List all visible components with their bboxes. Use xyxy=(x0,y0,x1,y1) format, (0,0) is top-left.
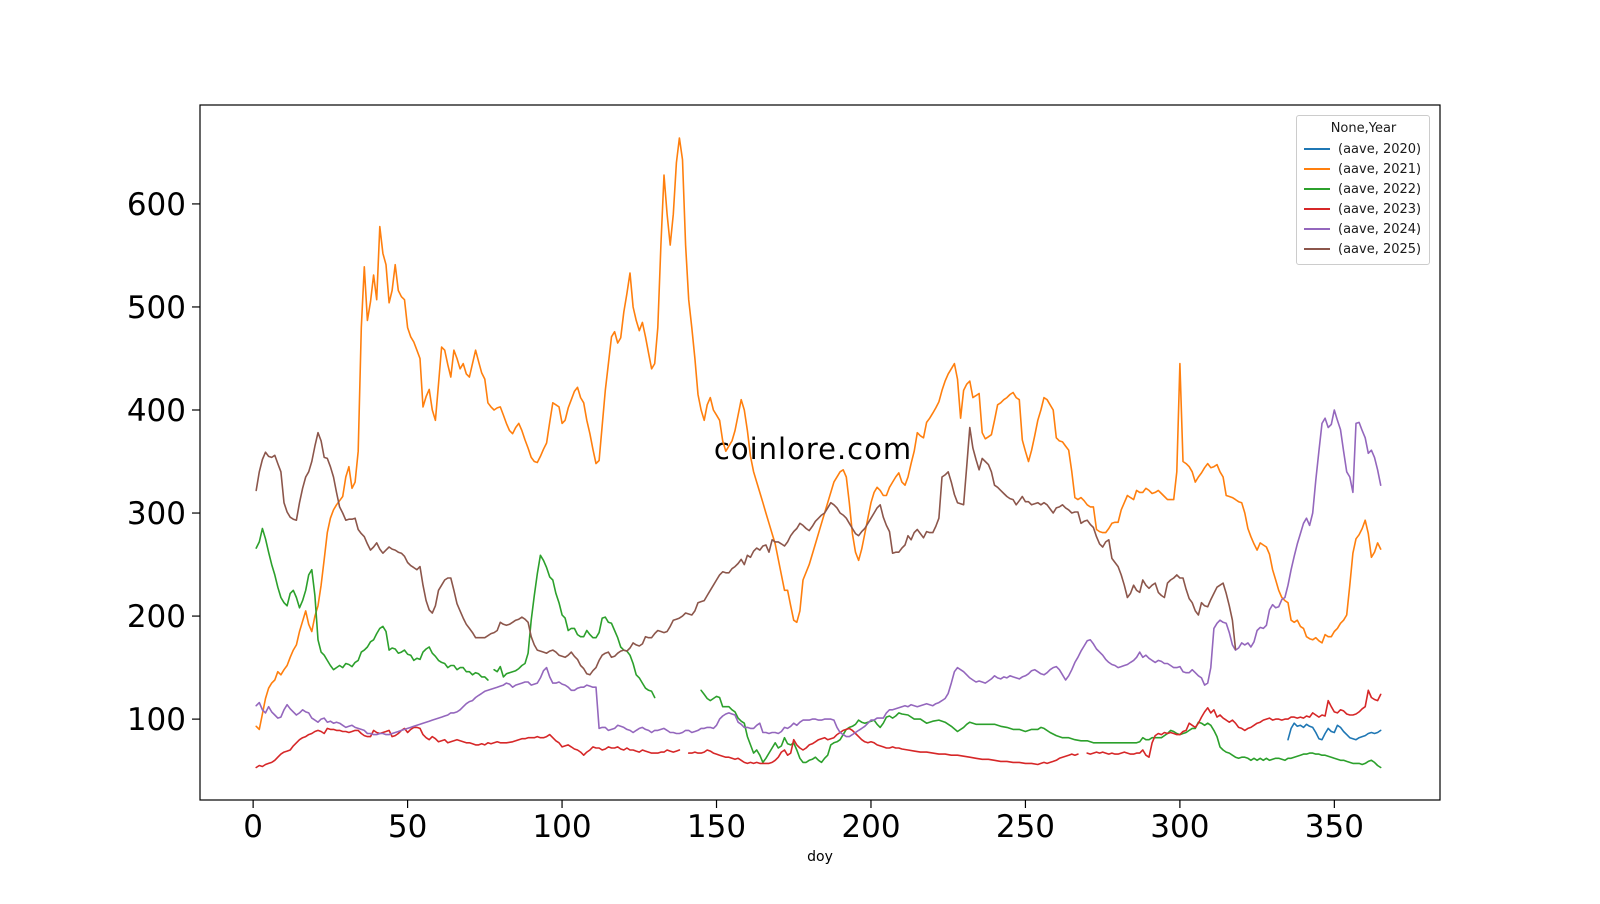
series-line-aave-2023 xyxy=(1086,689,1382,759)
x-tick-label: 100 xyxy=(532,809,591,845)
legend-line-sample-2023 xyxy=(1304,208,1330,210)
x-axis-label: doy xyxy=(807,849,833,865)
x-tick-label: 350 xyxy=(1305,809,1364,845)
axis-ticks: 0 50 100 150 200 250 300 350 100 200 300 400 500 600 xyxy=(127,187,1364,845)
series-line-aave-2022 xyxy=(493,554,656,699)
series-line-aave-2025 xyxy=(255,426,1237,676)
y-tick-label: 200 xyxy=(127,599,186,635)
legend-item-2023: (aave, 2023) xyxy=(1302,199,1425,219)
series-line-aave-2023 xyxy=(255,726,681,769)
y-tick-label: 400 xyxy=(127,393,186,429)
legend-label-2020: (aave, 2020) xyxy=(1338,141,1422,157)
series-line-aave-2022 xyxy=(255,527,489,681)
legend-label-2023: (aave, 2023) xyxy=(1338,201,1422,217)
legend-label-2024: (aave, 2024) xyxy=(1338,221,1422,237)
legend-title: None,Year xyxy=(1330,121,1397,136)
watermark: coinlore.com xyxy=(714,432,912,466)
y-tick-label: 300 xyxy=(127,496,186,532)
x-tick-label: 150 xyxy=(687,809,746,845)
legend-line-sample-2024 xyxy=(1304,228,1330,230)
series-line-aave-2020 xyxy=(1287,722,1382,741)
legend-label-2021: (aave, 2021) xyxy=(1338,161,1422,177)
legend-item-2020: (aave, 2020) xyxy=(1302,139,1425,159)
legend-label-2022: (aave, 2022) xyxy=(1338,181,1422,197)
x-tick-label: 0 xyxy=(243,809,263,845)
legend-item-2025: (aave, 2025) xyxy=(1302,239,1425,259)
legend-item-2021: (aave, 2021) xyxy=(1302,159,1425,179)
series-line-aave-2023 xyxy=(687,727,1079,766)
y-tick-label: 100 xyxy=(127,702,186,738)
x-tick-label: 200 xyxy=(841,809,900,845)
legend-item-2022: (aave, 2022) xyxy=(1302,179,1425,199)
legend-label-2025: (aave, 2025) xyxy=(1338,241,1422,257)
legend-line-sample-2025 xyxy=(1304,248,1330,250)
legend: None,Year (aave, 2020) (aave, 2021) (aav… xyxy=(1296,115,1430,265)
series-line-aave-2022 xyxy=(700,689,1382,769)
legend-line-sample-2021 xyxy=(1304,168,1330,170)
x-tick-label: 50 xyxy=(388,809,427,845)
series-line-aave-2021 xyxy=(255,137,1382,731)
legend-line-sample-2020 xyxy=(1304,148,1330,150)
y-tick-label: 600 xyxy=(127,187,186,223)
series-lines xyxy=(255,137,1382,769)
legend-item-2024: (aave, 2024) xyxy=(1302,219,1425,239)
y-tick-label: 500 xyxy=(127,290,186,326)
plot-border xyxy=(199,104,1441,801)
series-line-aave-2024 xyxy=(255,409,1382,738)
x-tick-label: 250 xyxy=(996,809,1055,845)
legend-line-sample-2022 xyxy=(1304,188,1330,190)
x-tick-label: 300 xyxy=(1150,809,1209,845)
